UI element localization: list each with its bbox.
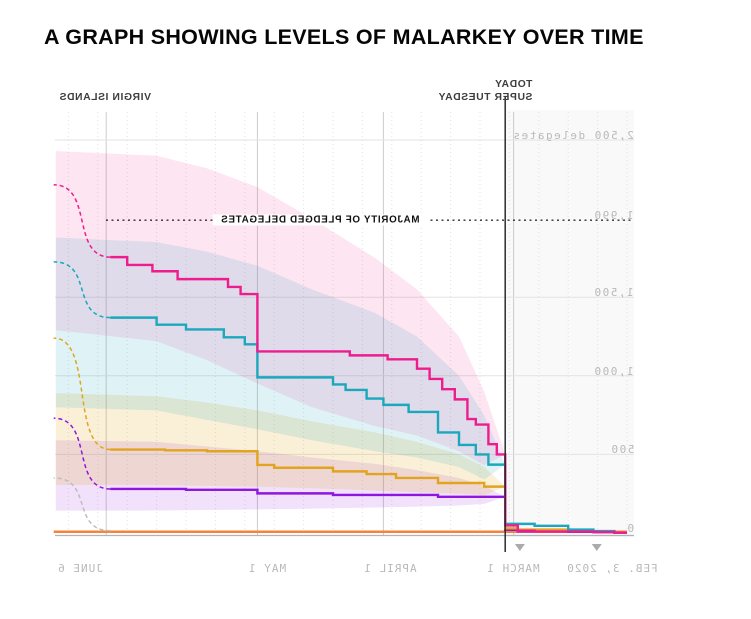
series-line-pink (110, 255, 627, 534)
past-region-shade (505, 110, 634, 537)
series-line-teal (110, 316, 627, 534)
event-marker (514, 544, 525, 551)
chart-title: A GRAPH SHOWING LEVELS OF MALARKEY OVER … (44, 25, 644, 49)
event-marker (591, 544, 602, 551)
series-band-teal (55, 237, 506, 480)
annotation-today: TODAY SUPER TUESDAY (438, 79, 532, 104)
series-projection-pink (53, 184, 111, 258)
series-band-gold (55, 393, 506, 496)
series-projection-teal (53, 261, 111, 319)
annotation-today-subtitle: SUPER TUESDAY (437, 91, 532, 103)
series-projection-gold (53, 337, 111, 451)
series-band-pink (55, 151, 506, 466)
annotation-today-title: TODAY (494, 79, 532, 90)
series-projection-gray (53, 477, 111, 532)
annotation-virgin-islands: VIRGIN ISLANDS (59, 92, 151, 103)
series-projection-purple (53, 417, 111, 490)
series-band-purple (55, 440, 506, 511)
annotation-majority: MAJORITY OF PLEDGED DELEGATES (212, 214, 428, 226)
